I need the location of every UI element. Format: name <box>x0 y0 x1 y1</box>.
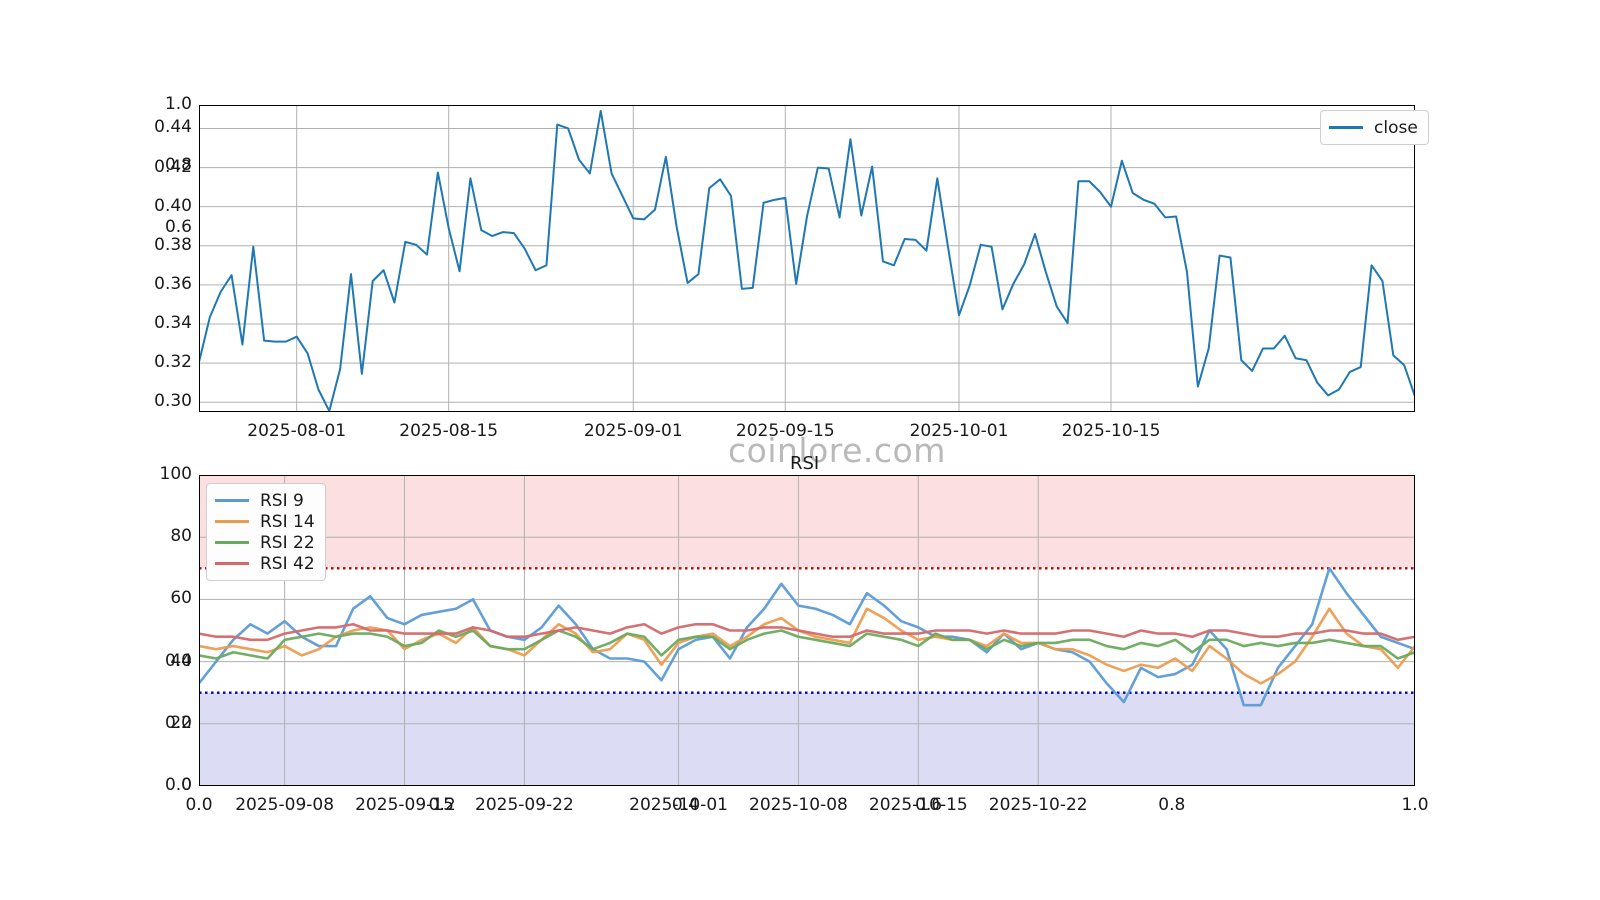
rsi-x-tick-secondary: 1.0 <box>1401 795 1429 815</box>
price-y-tick: 0.40 <box>154 195 192 216</box>
legend-label: RSI 9 <box>260 490 304 511</box>
rsi-x-tick: 2025-10-15 <box>868 795 968 815</box>
legend-item[interactable]: RSI 42 <box>215 553 315 574</box>
rsi-panel-title: RSI <box>790 453 820 474</box>
legend-label: close <box>1374 117 1418 138</box>
rsi-y-tick: 40 <box>170 650 192 671</box>
rsi-y-tick: 20 <box>170 712 192 733</box>
price-x-tick: 2025-08-01 <box>247 421 347 441</box>
rsi-y-tick: 100 <box>159 464 192 484</box>
legend-label: RSI 14 <box>260 511 315 532</box>
price-x-tick: 2025-10-01 <box>909 421 1009 441</box>
price-y-tick: 0.30 <box>154 391 192 412</box>
price-y-tick: 0.36 <box>154 273 192 294</box>
price-y-tick-secondary: 0.6 <box>164 216 192 237</box>
rsi-y-tick: 60 <box>170 588 192 609</box>
legend-label: RSI 42 <box>260 553 315 574</box>
rsi-x-tick: 2025-09-15 <box>355 795 454 815</box>
watermark-coinlore: coinlore.com <box>728 431 946 470</box>
price-plot-frame <box>199 105 1415 412</box>
price-y-tick-secondary: 0.8 <box>164 155 192 176</box>
rsi-y-tick: 80 <box>170 526 192 547</box>
legend-item[interactable]: RSI 22 <box>215 532 315 553</box>
price-y-tick: 0.32 <box>154 352 192 373</box>
legend-color-swatch <box>215 520 249 523</box>
rsi-x-tick-secondary: 0.4 <box>671 795 699 815</box>
rsi-x-tick-secondary: 0.8 <box>1158 795 1186 815</box>
legend-item[interactable]: RSI 14 <box>215 511 315 532</box>
price-y-tick: 0.42 <box>154 156 192 177</box>
price-x-tick: 2025-10-15 <box>1061 421 1161 441</box>
legend-color-swatch <box>215 562 249 565</box>
price-y-tick: 0.38 <box>154 234 192 255</box>
legend-color-swatch <box>1329 126 1363 129</box>
price-legend[interactable]: close <box>1320 110 1429 145</box>
legend-color-swatch <box>215 499 249 502</box>
price-y-tick: 0.44 <box>154 117 192 138</box>
rsi-x-tick-secondary: 0.2 <box>428 795 456 815</box>
rsi-y-tick: 0 <box>181 775 192 795</box>
price-y-tick-secondary: 1.0 <box>164 94 192 114</box>
rsi-plot-frame <box>199 475 1415 786</box>
rsi-x-tick: 2025-09-08 <box>235 795 335 815</box>
price-x-tick: 2025-08-15 <box>399 421 499 441</box>
legend-item[interactable]: close <box>1329 117 1418 138</box>
rsi-legend[interactable]: RSI 9 RSI 14 RSI 22 RSI 42 <box>206 483 326 581</box>
rsi-x-tick-secondary: 0.6 <box>915 795 943 815</box>
rsi-x-tick: 2025-10-01 <box>629 795 728 815</box>
legend-label: RSI 22 <box>260 532 315 553</box>
price-x-tick: 2025-09-01 <box>583 421 683 441</box>
rsi-y-tick-secondary: 0.4 <box>164 650 192 671</box>
rsi-y-tick-secondary: 0.2 <box>164 712 192 733</box>
rsi-x-tick: 2025-10-22 <box>988 795 1088 815</box>
price-y-tick: 0.34 <box>154 313 192 333</box>
rsi-chart-panel <box>199 475 1415 786</box>
price-chart-panel <box>199 105 1415 412</box>
rsi-x-tick-secondary: 0.0 <box>185 795 213 815</box>
legend-item[interactable]: RSI 9 <box>215 490 315 511</box>
legend-color-swatch <box>215 541 249 544</box>
rsi-y-tick-secondary: 0.0 <box>164 775 192 795</box>
rsi-x-tick: 2025-09-22 <box>475 795 574 815</box>
price-x-tick: 2025-09-15 <box>735 421 835 441</box>
rsi-x-tick: 2025-10-08 <box>749 795 848 815</box>
